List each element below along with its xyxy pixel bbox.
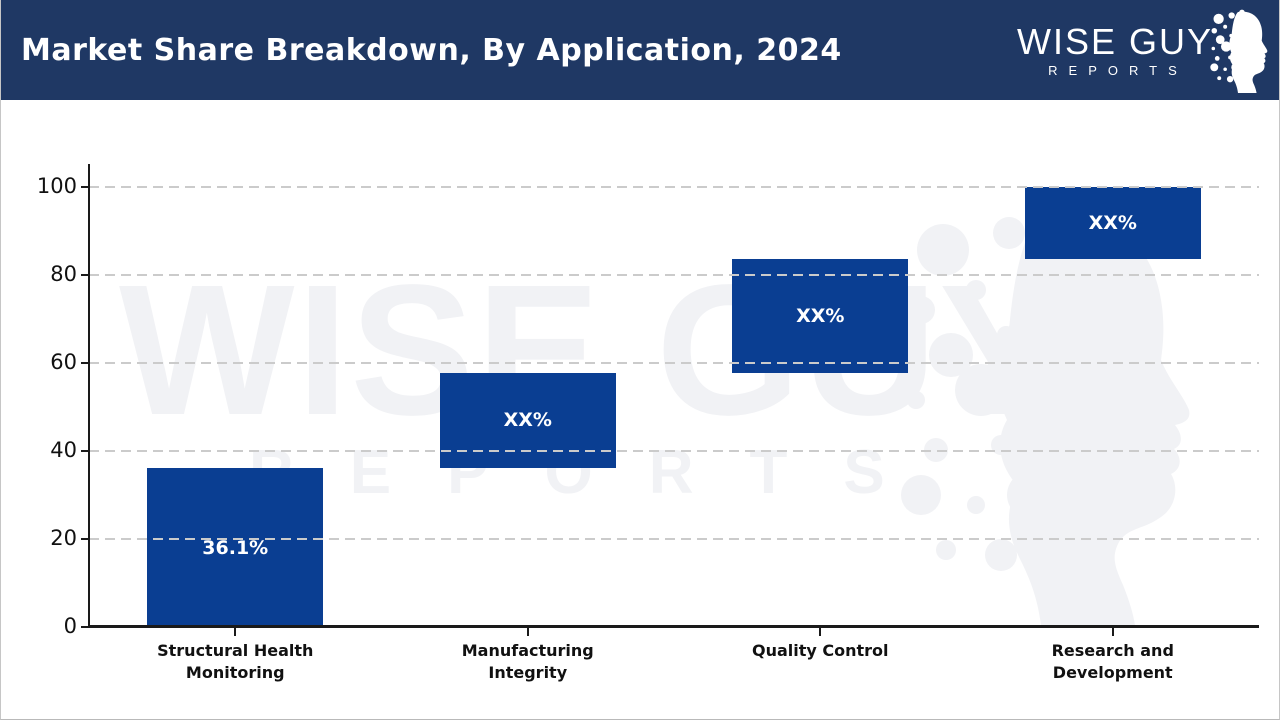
y-axis-line	[88, 164, 90, 628]
bar-segment: XX%	[1024, 187, 1201, 260]
y-tick-40	[81, 450, 89, 452]
brand-logo: WISE GUY REPORTS	[1017, 8, 1269, 93]
y-tick-label-100: 100	[36, 174, 77, 198]
gridline-40	[89, 450, 1259, 452]
watermark-head-icon	[891, 195, 1191, 625]
brand-head-icon	[1207, 8, 1269, 93]
category-label: Research and Development	[1051, 641, 1174, 682]
y-tick-label-80: 80	[50, 262, 77, 286]
x-tick-3	[1111, 628, 1114, 636]
y-tick-20	[81, 538, 89, 540]
category-label: Structural Health Monitoring	[157, 641, 314, 682]
bar-segment: XX%	[439, 372, 616, 469]
y-tick-label-20: 20	[50, 526, 77, 550]
x-axis-line	[88, 625, 1259, 628]
bar-value-label: 36.1%	[202, 536, 269, 559]
y-tick-0	[81, 626, 89, 628]
gridline-60	[89, 362, 1259, 364]
x-tick-0	[234, 628, 237, 636]
y-tick-label-60: 60	[50, 350, 77, 374]
page-title: Market Share Breakdown, By Application, …	[21, 32, 842, 68]
category-label: Manufacturing Integrity	[461, 641, 594, 682]
y-tick-label-40: 40	[50, 438, 77, 462]
bar-segment: XX%	[732, 259, 909, 373]
gridline-80	[89, 274, 1259, 276]
bar-value-label: XX%	[503, 409, 552, 432]
x-tick-2	[819, 628, 822, 636]
category-label: Quality Control	[751, 641, 889, 660]
x-tick-1	[526, 628, 529, 636]
y-tick-80	[81, 274, 89, 276]
bar-segment: 36.1%	[147, 468, 324, 627]
gridline-20	[89, 538, 1259, 540]
gridline-100	[89, 186, 1259, 188]
header-bar: Market Share Breakdown, By Application, …	[1, 0, 1279, 100]
brand-subtitle: REPORTS	[1048, 62, 1188, 78]
y-tick-label-0: 0	[63, 614, 77, 638]
brand-name: WISE GUY	[1016, 21, 1213, 63]
brand-logo-text: WISE GUY REPORTS	[1017, 23, 1213, 78]
y-tick-60	[81, 362, 89, 364]
bar-value-label: XX%	[1088, 212, 1137, 235]
y-tick-100	[81, 186, 89, 188]
bar-value-label: XX%	[796, 304, 845, 327]
